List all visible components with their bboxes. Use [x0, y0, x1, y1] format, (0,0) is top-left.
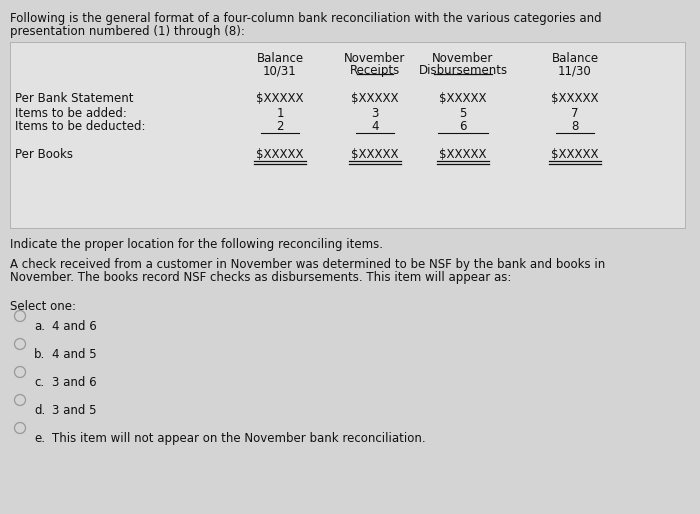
Text: 7: 7 [571, 107, 579, 120]
Text: $XXXXX: $XXXXX [351, 92, 399, 105]
Text: 10/31: 10/31 [263, 64, 297, 77]
Text: 4 and 5: 4 and 5 [52, 348, 97, 361]
Text: Disbursements: Disbursements [419, 64, 508, 77]
Text: $XXXXX: $XXXXX [256, 92, 304, 105]
Text: $XXXXX: $XXXXX [440, 148, 486, 161]
Text: 6: 6 [459, 120, 467, 133]
Text: November. The books record NSF checks as disbursements. This item will appear as: November. The books record NSF checks as… [10, 271, 512, 284]
Text: e.: e. [34, 432, 45, 445]
Text: 4 and 6: 4 and 6 [52, 320, 97, 333]
Text: Indicate the proper location for the following reconciling items.: Indicate the proper location for the fol… [10, 238, 383, 251]
Text: Select one:: Select one: [10, 300, 76, 313]
Text: November: November [344, 52, 406, 65]
Text: Per Bank Statement: Per Bank Statement [15, 92, 134, 105]
Text: c.: c. [34, 376, 44, 389]
Text: a.: a. [34, 320, 45, 333]
Text: 4: 4 [371, 120, 379, 133]
Text: A check received from a customer in November was determined to be NSF by the ban: A check received from a customer in Nove… [10, 258, 605, 271]
Text: $XXXXX: $XXXXX [256, 148, 304, 161]
Text: 3 and 6: 3 and 6 [52, 376, 97, 389]
Text: 1: 1 [276, 107, 284, 120]
Text: Following is the general format of a four-column bank reconciliation with the va: Following is the general format of a fou… [10, 12, 601, 25]
Text: 3: 3 [371, 107, 379, 120]
Text: Balance: Balance [552, 52, 598, 65]
Text: Items to be deducted:: Items to be deducted: [15, 120, 146, 133]
Text: 5: 5 [459, 107, 467, 120]
Text: $XXXXX: $XXXXX [552, 92, 598, 105]
Text: $XXXXX: $XXXXX [552, 148, 598, 161]
Text: Receipts: Receipts [350, 64, 400, 77]
Text: 11/30: 11/30 [558, 64, 592, 77]
Text: Items to be added:: Items to be added: [15, 107, 127, 120]
Text: $XXXXX: $XXXXX [440, 92, 486, 105]
FancyBboxPatch shape [10, 42, 685, 228]
Text: Balance: Balance [256, 52, 304, 65]
Text: d.: d. [34, 404, 46, 417]
Text: November: November [433, 52, 494, 65]
Text: $XXXXX: $XXXXX [351, 148, 399, 161]
Text: 2: 2 [276, 120, 284, 133]
Text: This item will not appear on the November bank reconciliation.: This item will not appear on the Novembe… [52, 432, 426, 445]
Text: b.: b. [34, 348, 46, 361]
Text: 3 and 5: 3 and 5 [52, 404, 97, 417]
Text: presentation numbered (1) through (8):: presentation numbered (1) through (8): [10, 25, 245, 38]
Text: Per Books: Per Books [15, 148, 73, 161]
Text: 8: 8 [571, 120, 579, 133]
